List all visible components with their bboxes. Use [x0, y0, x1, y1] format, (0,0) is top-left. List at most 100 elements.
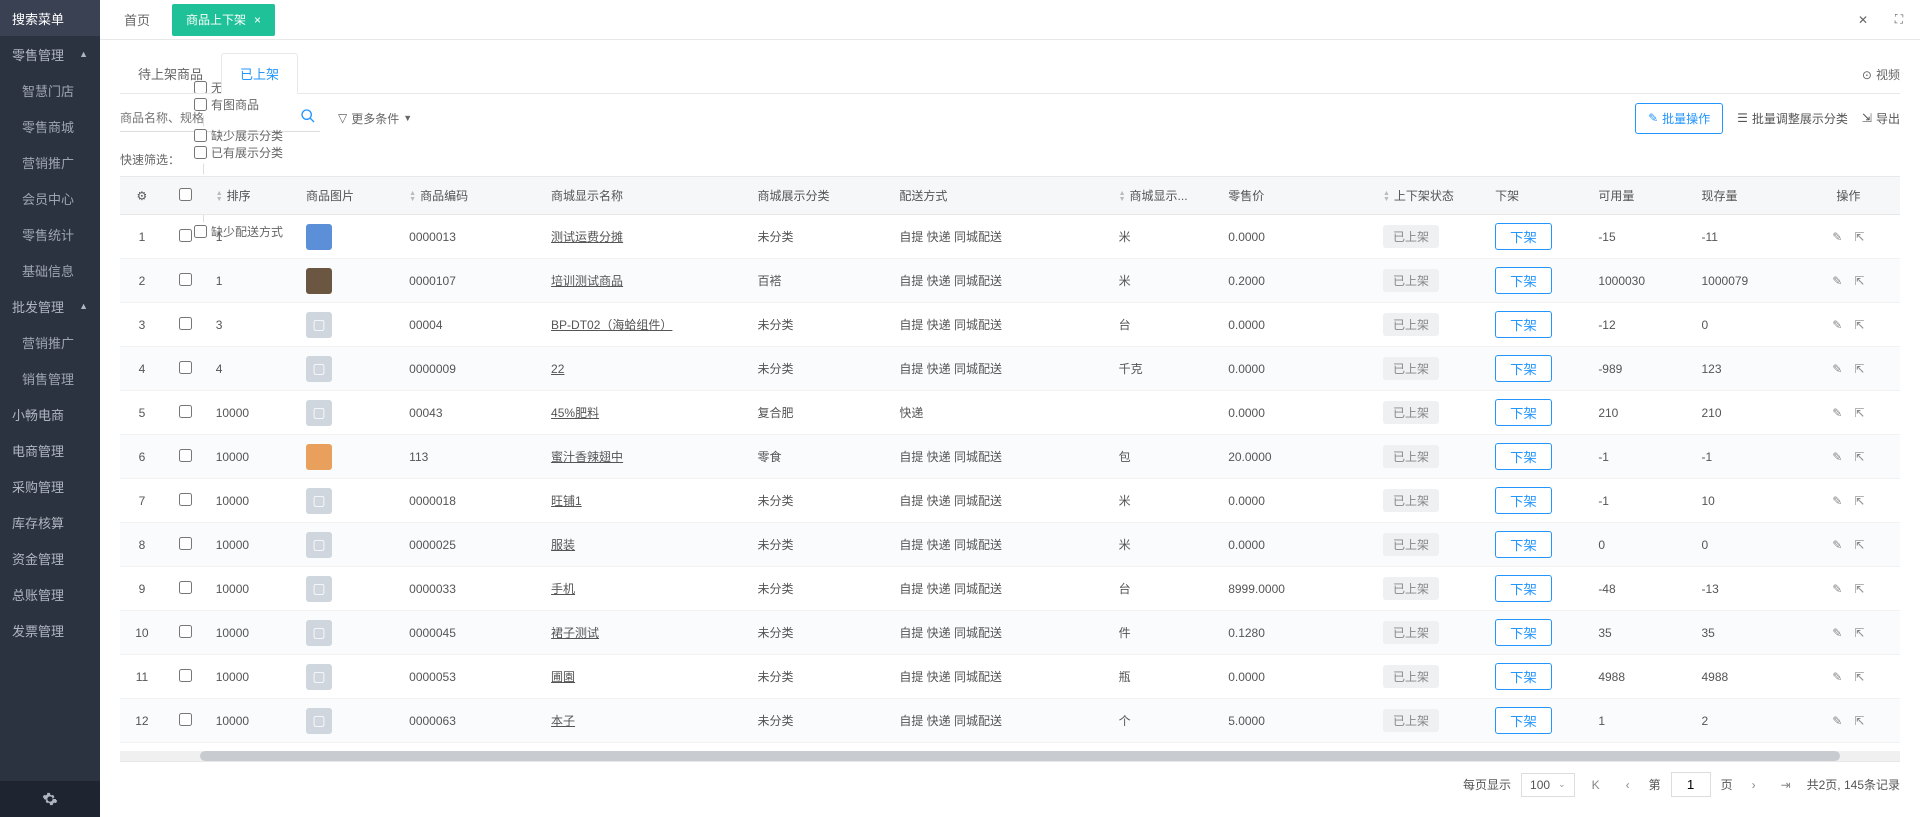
filter-checkbox-2[interactable]	[194, 129, 207, 142]
product-name-link[interactable]: 本子	[551, 714, 575, 728]
sidebar-item-4[interactable]: 营销推广	[0, 144, 100, 180]
page-next[interactable]: ›	[1743, 774, 1765, 796]
edit-icon[interactable]: ✎	[1832, 362, 1842, 376]
horizontal-scrollbar[interactable]	[120, 751, 1900, 761]
subtab-listed[interactable]: 已上架	[221, 53, 298, 94]
sidebar-item-2[interactable]: 智慧门店	[0, 72, 100, 108]
sidebar-item-17[interactable]: 发票管理	[0, 612, 100, 648]
product-name-link[interactable]: 22	[551, 362, 564, 376]
edit-icon[interactable]: ✎	[1832, 274, 1842, 288]
search-icon[interactable]	[296, 108, 320, 127]
row-check[interactable]	[179, 493, 192, 506]
close-icon[interactable]: ×	[254, 13, 261, 27]
page-last[interactable]: ⇥	[1775, 774, 1797, 796]
open-icon[interactable]: ⇱	[1854, 538, 1864, 552]
open-icon[interactable]: ⇱	[1854, 318, 1864, 332]
row-check[interactable]	[179, 273, 192, 286]
fullscreen-icon[interactable]: ⛶	[1886, 7, 1912, 33]
batch-action-button[interactable]: ✎ 批量操作	[1635, 103, 1723, 134]
open-icon[interactable]: ⇱	[1854, 494, 1864, 508]
unlist-button[interactable]: 下架	[1495, 223, 1552, 250]
open-icon[interactable]: ⇱	[1854, 406, 1864, 420]
sidebar-item-13[interactable]: 采购管理	[0, 468, 100, 504]
product-name-link[interactable]: 圃園	[551, 670, 575, 684]
tab-active[interactable]: 商品上下架 ×	[172, 4, 275, 36]
product-name-link[interactable]: 手机	[551, 582, 575, 596]
col-malldisp[interactable]: ▲▼商城显示...	[1111, 177, 1221, 215]
unlist-button[interactable]: 下架	[1495, 619, 1552, 646]
filter-1[interactable]: 有图商品	[194, 96, 283, 113]
per-page-select[interactable]: 100 ⌄	[1521, 773, 1575, 797]
edit-icon[interactable]: ✎	[1832, 714, 1842, 728]
export-button[interactable]: ⇲ 导出	[1862, 110, 1900, 127]
sidebar-item-16[interactable]: 总账管理	[0, 576, 100, 612]
edit-icon[interactable]: ✎	[1832, 582, 1842, 596]
edit-icon[interactable]: ✎	[1832, 318, 1842, 332]
row-check[interactable]	[179, 669, 192, 682]
unlist-button[interactable]: 下架	[1495, 443, 1552, 470]
open-icon[interactable]: ⇱	[1854, 626, 1864, 640]
sidebar-item-7[interactable]: 基础信息	[0, 252, 100, 288]
filter-2[interactable]: 缺少展示分类	[194, 127, 283, 144]
tabbar-close-button[interactable]: ✕	[1850, 7, 1876, 33]
page-prev[interactable]: ‹	[1617, 774, 1639, 796]
open-icon[interactable]: ⇱	[1854, 670, 1864, 684]
unlist-button[interactable]: 下架	[1495, 531, 1552, 558]
edit-icon[interactable]: ✎	[1832, 626, 1842, 640]
batch-adjust-button[interactable]: ☰ 批量调整展示分类	[1737, 110, 1848, 127]
col-gear[interactable]: ⚙	[120, 177, 164, 215]
unlist-button[interactable]: 下架	[1495, 267, 1552, 294]
col-sort[interactable]: ▲▼排序	[208, 177, 298, 215]
open-icon[interactable]: ⇱	[1854, 230, 1864, 244]
product-name-link[interactable]: 45%肥料	[551, 406, 599, 420]
open-icon[interactable]: ⇱	[1854, 714, 1864, 728]
row-check[interactable]	[179, 713, 192, 726]
sidebar-item-8[interactable]: 批发管理▲	[0, 288, 100, 324]
sidebar-item-1[interactable]: 零售管理▲	[0, 36, 100, 72]
row-check[interactable]	[179, 229, 192, 242]
product-name-link[interactable]: 蜜汁香辣翅中	[551, 450, 623, 464]
product-name-link[interactable]: 服装	[551, 538, 575, 552]
sidebar-item-0[interactable]: 搜索菜单	[0, 0, 100, 36]
sidebar-item-3[interactable]: 零售商城	[0, 108, 100, 144]
unlist-button[interactable]: 下架	[1495, 311, 1552, 338]
sidebar-item-15[interactable]: 资金管理	[0, 540, 100, 576]
page-input[interactable]	[1671, 772, 1711, 797]
row-check[interactable]	[179, 405, 192, 418]
filter-checkbox-3[interactable]	[194, 146, 207, 159]
edit-icon[interactable]: ✎	[1832, 494, 1842, 508]
more-conditions[interactable]: ▽ 更多条件 ▼	[338, 110, 412, 127]
edit-icon[interactable]: ✎	[1832, 450, 1842, 464]
open-icon[interactable]: ⇱	[1854, 274, 1864, 288]
row-check[interactable]	[179, 581, 192, 594]
sidebar-item-9[interactable]: 营销推广	[0, 324, 100, 360]
row-check[interactable]	[179, 317, 192, 330]
subtab-pending[interactable]: 待上架商品	[120, 54, 221, 93]
sidebar-item-6[interactable]: 零售统计	[0, 216, 100, 252]
open-icon[interactable]: ⇱	[1854, 450, 1864, 464]
unlist-button[interactable]: 下架	[1495, 707, 1552, 734]
col-code[interactable]: ▲▼商品编码	[401, 177, 543, 215]
unlist-button[interactable]: 下架	[1495, 663, 1552, 690]
row-check[interactable]	[179, 625, 192, 638]
row-check[interactable]	[179, 361, 192, 374]
unlist-button[interactable]: 下架	[1495, 487, 1552, 514]
edit-icon[interactable]: ✎	[1832, 230, 1842, 244]
check-all[interactable]	[179, 188, 192, 201]
product-name-link[interactable]: 培训测试商品	[551, 274, 623, 288]
row-check[interactable]	[179, 449, 192, 462]
unlist-button[interactable]: 下架	[1495, 399, 1552, 426]
edit-icon[interactable]: ✎	[1832, 538, 1842, 552]
edit-icon[interactable]: ✎	[1832, 670, 1842, 684]
open-icon[interactable]: ⇱	[1854, 582, 1864, 596]
video-link[interactable]: ⊙ 视频	[1862, 66, 1900, 93]
filter-checkbox-1[interactable]	[194, 98, 207, 111]
tab-home[interactable]: 首页	[108, 0, 166, 39]
sidebar-item-14[interactable]: 库存核算	[0, 504, 100, 540]
product-name-link[interactable]: 测试运费分摊	[551, 230, 623, 244]
sidebar-item-5[interactable]: 会员中心	[0, 180, 100, 216]
unlist-button[interactable]: 下架	[1495, 355, 1552, 382]
page-first[interactable]: K	[1585, 774, 1607, 796]
sidebar-item-11[interactable]: 小畅电商	[0, 396, 100, 432]
col-status[interactable]: ▲▼上下架状态	[1375, 177, 1487, 215]
